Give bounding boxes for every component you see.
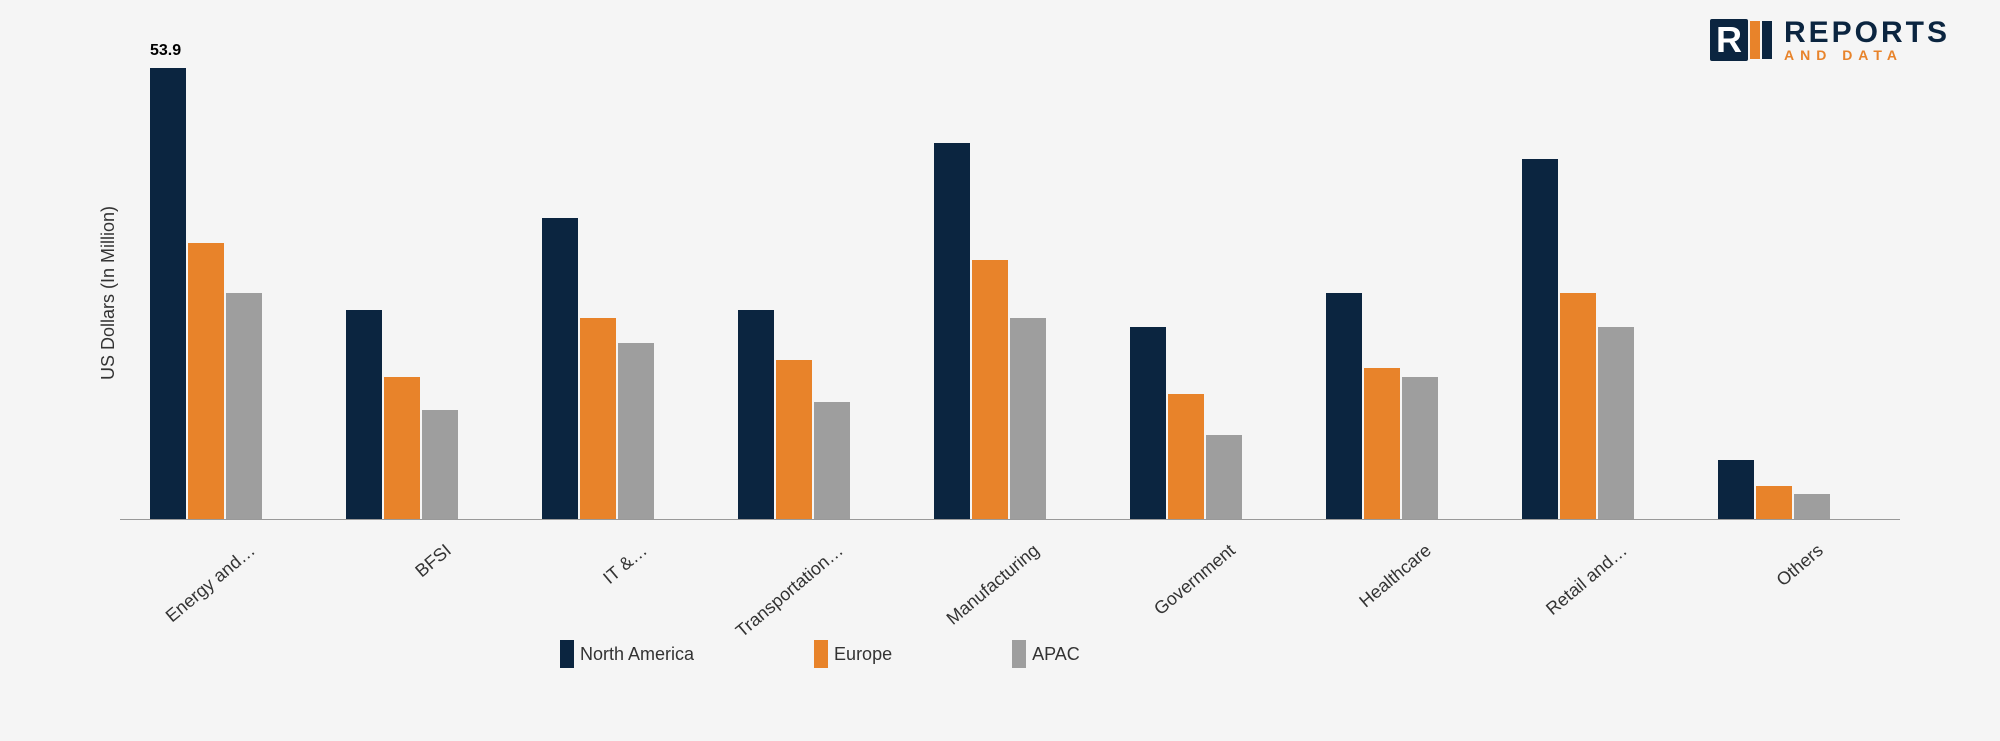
x-axis-label: Manufacturing (923, 540, 1044, 646)
logo-r-icon: R (1710, 19, 1748, 61)
bar-group: 53.9 (150, 68, 262, 519)
x-axis-label: Government (1119, 540, 1240, 646)
legend-swatch-icon (560, 640, 574, 668)
legend-item: Europe (814, 640, 892, 668)
bar (934, 143, 970, 519)
legend-swatch-icon (814, 640, 828, 668)
x-axis-label: Energy and… (139, 540, 260, 646)
bar (1130, 327, 1166, 519)
bar (814, 402, 850, 519)
bar-group (1130, 327, 1242, 519)
bar (1364, 368, 1400, 519)
bar (1718, 460, 1754, 519)
bar (738, 310, 774, 519)
bar (580, 318, 616, 519)
legend-item: North America (560, 640, 694, 668)
bar (1598, 327, 1634, 519)
bar (542, 218, 578, 519)
bar (226, 293, 262, 519)
bar (1402, 377, 1438, 519)
bar (1206, 435, 1242, 519)
plot-area: 53.9 (120, 60, 1900, 520)
legend-swatch-icon (1012, 640, 1026, 668)
bar (188, 243, 224, 519)
bar (1522, 159, 1558, 519)
bar-group (934, 143, 1046, 519)
chart-container: US Dollars (In Million) 53.9 Energy and…… (80, 60, 1900, 580)
bar-group (1326, 293, 1438, 519)
x-axis-label: Retail and… (1511, 540, 1632, 646)
bar (1168, 394, 1204, 519)
legend-item: APAC (1012, 640, 1080, 668)
x-axis-labels: Energy and… BFSI IT &… Transportation… Manuf… (120, 530, 1900, 650)
logo-bar-icon (1750, 21, 1760, 59)
x-axis-label: BFSI (335, 540, 456, 646)
logo-bar2-icon (1762, 21, 1772, 59)
legend-label: APAC (1032, 644, 1080, 665)
bar-group (1718, 460, 1830, 519)
bar-value-label: 53.9 (150, 42, 181, 60)
bar (1794, 494, 1830, 519)
x-axis-label: Others (1707, 540, 1828, 646)
bar (618, 343, 654, 519)
bar (1010, 318, 1046, 519)
brand-logo: R REPORTS AND DATA (1710, 18, 1950, 62)
bar (422, 410, 458, 519)
logo-mark: R (1710, 19, 1772, 61)
bar (346, 310, 382, 519)
bar-group (346, 310, 458, 519)
logo-title: REPORTS (1784, 18, 1950, 48)
bar (1326, 293, 1362, 519)
legend: North America Europe APAC (560, 640, 1080, 668)
logo-text: REPORTS AND DATA (1784, 18, 1950, 62)
bar (972, 260, 1008, 519)
legend-label: Europe (834, 644, 892, 665)
bar-group (738, 310, 850, 519)
bar (776, 360, 812, 519)
bar: 53.9 (150, 68, 186, 519)
bar (1560, 293, 1596, 519)
bar-group (542, 218, 654, 519)
bar (1756, 486, 1792, 519)
bar-group (1522, 159, 1634, 519)
y-axis-label: US Dollars (In Million) (98, 206, 119, 380)
x-axis-label: Healthcare (1315, 540, 1436, 646)
x-axis-label: IT &… (531, 540, 652, 646)
x-axis-label: Transportation… (727, 540, 848, 646)
legend-label: North America (580, 644, 694, 665)
bar (384, 377, 420, 519)
